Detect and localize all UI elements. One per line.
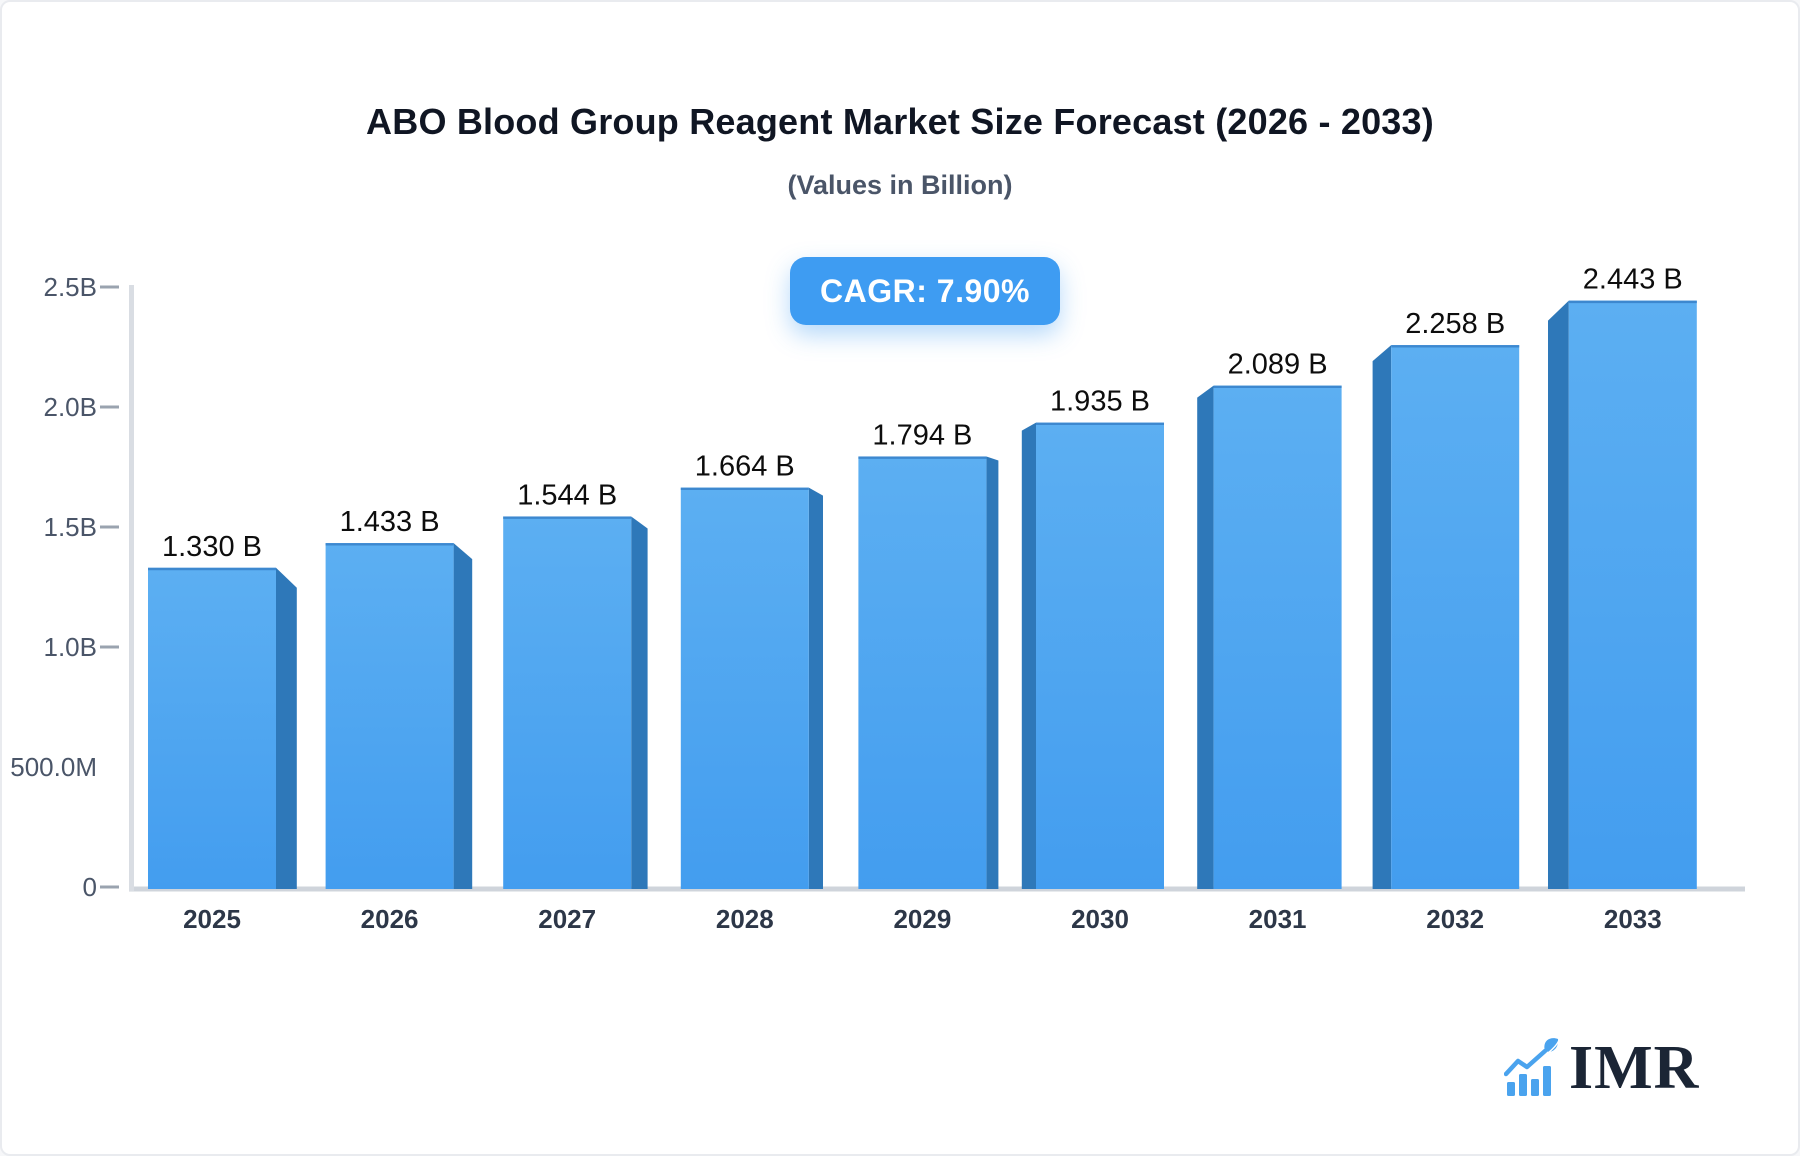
bar-2032: 2.258 B 2032 [1372,308,1520,934]
bar-2025: 1.330 B 2025 [148,531,297,934]
bar-side-face [631,516,648,889]
bar-value-label: 1.433 B [340,506,440,538]
bar-value-label: 1.664 B [695,451,795,483]
x-axis-year-label: 2028 [716,904,774,934]
y-tick-label: 1.0B [44,632,98,662]
bar-side-face [986,456,999,889]
y-tick-label: 0 [83,872,97,902]
bar-side-face [1372,345,1392,890]
bar-2033: 2.443 B 2033 [1548,264,1697,934]
bar-value-label: 1.794 B [872,419,972,451]
bar-front-face [858,456,987,889]
x-axis-year-label: 2030 [1071,904,1129,934]
x-axis-year-label: 2032 [1426,904,1484,934]
bar-side-face [808,487,823,889]
bar-front-face [148,567,276,889]
bar-front-face [325,543,454,889]
bar-2029: 1.794 B 2029 [858,419,999,934]
x-axis-year-label: 2026 [361,904,419,934]
bar-2026: 1.433 B 2026 [325,506,473,934]
bar-2031: 2.089 B 2031 [1197,349,1342,934]
y-tick-label: 1.5B [44,512,98,542]
imr-logo-text: IMR [1569,1034,1700,1102]
x-axis-year-label: 2027 [538,904,596,934]
bar-value-label: 1.330 B [162,531,262,563]
x-axis-year-label: 2033 [1604,904,1662,934]
bar-front-face [1391,345,1520,890]
bar-2028: 1.664 B 2028 [680,451,823,934]
x-axis-year-label: 2031 [1249,904,1307,934]
bar-value-label: 2.443 B [1583,264,1683,296]
bar-value-label: 1.935 B [1050,386,1150,418]
chart-subtitle: (Values in Billion) [787,170,1013,200]
bar-chart-growth-leaf-icon [1504,1038,1560,1096]
y-axis-line [129,285,134,891]
bar-side-face [1197,385,1214,889]
bar-side-face [1021,422,1036,889]
bar-side-face [1548,300,1569,889]
y-tick-label: 500.0M [10,752,97,782]
bar-front-face [1036,422,1164,889]
chart-title: ABO Blood Group Reagent Market Size Fore… [366,101,1434,142]
y-tick-label: 2.0B [44,392,98,422]
bar-front-face [1213,385,1342,889]
cagr-badge-label: CAGR: 7.90% [820,272,1030,309]
bar-side-face [276,567,297,889]
bar-value-label: 2.258 B [1405,308,1505,340]
bar-front-face [1568,300,1697,889]
bar-front-face [680,487,809,889]
bar-2027: 1.544 B 2027 [503,479,648,934]
bar-value-label: 2.089 B [1228,349,1328,381]
imr-logo: IMR [1504,1036,1699,1100]
bar-value-label: 1.544 B [517,479,617,511]
bar-front-face [503,516,632,889]
x-axis-year-label: 2025 [183,904,241,934]
bar-2030: 1.935 B 2030 [1021,386,1164,934]
y-tick-label: 2.5B [44,272,98,302]
bar-side-face [453,543,473,889]
cagr-badge: CAGR: 7.90% [790,257,1060,325]
x-axis-year-label: 2029 [893,904,951,934]
